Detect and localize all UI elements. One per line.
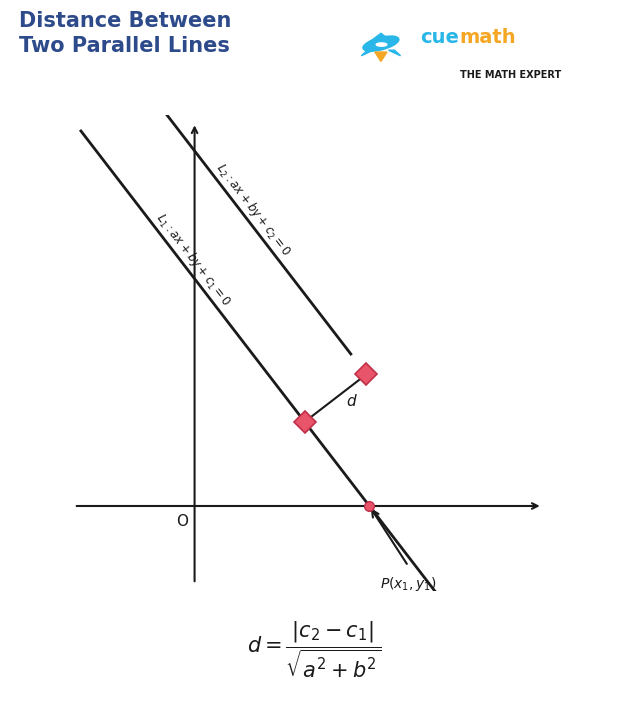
Polygon shape: [375, 52, 387, 61]
Polygon shape: [361, 50, 374, 56]
Ellipse shape: [363, 36, 399, 51]
Text: math: math: [459, 27, 516, 47]
Text: cue: cue: [421, 27, 459, 47]
Ellipse shape: [376, 43, 387, 46]
Text: Distance Between
Two Parallel Lines: Distance Between Two Parallel Lines: [19, 11, 231, 56]
Text: O: O: [175, 514, 188, 529]
Text: $L_2 : ax + by + c_2 = 0$: $L_2 : ax + by + c_2 = 0$: [213, 160, 295, 260]
Text: $L_1 : ax + by + c_1 = 0$: $L_1 : ax + by + c_1 = 0$: [152, 209, 235, 309]
Text: $d = \dfrac{|c_2 - c_1|}{\sqrt{a^2 + b^2}}$: $d = \dfrac{|c_2 - c_1|}{\sqrt{a^2 + b^2…: [247, 620, 382, 681]
Text: THE MATH EXPERT: THE MATH EXPERT: [460, 69, 561, 79]
Polygon shape: [389, 50, 401, 56]
Text: d: d: [346, 394, 356, 409]
Text: $P(x_1, y_1)$: $P(x_1, y_1)$: [380, 575, 437, 593]
Polygon shape: [367, 33, 394, 43]
